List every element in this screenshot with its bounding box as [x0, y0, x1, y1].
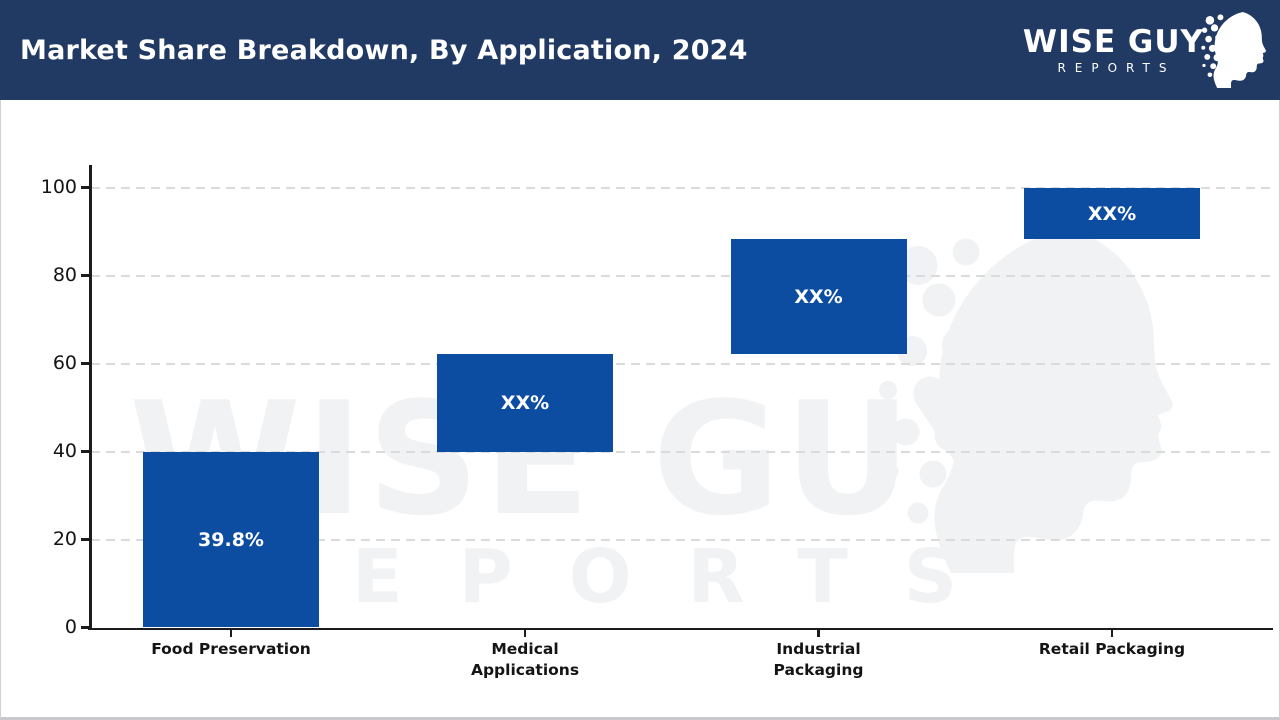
y-axis-line — [89, 165, 92, 629]
y-axis-label: 40 — [52, 439, 77, 462]
bar-value-label: XX% — [794, 285, 843, 308]
gridline-y-20 — [91, 538, 1273, 541]
bar-retail-packaging: XX% — [1024, 188, 1200, 239]
y-axis-tick-40 — [81, 450, 89, 453]
y-axis-label: 80 — [52, 263, 77, 286]
bar-value-label: XX% — [500, 392, 550, 415]
y-axis-label: 0 — [64, 615, 77, 638]
brand-subname: REPORTS — [1057, 60, 1176, 75]
y-axis-tick-60 — [81, 362, 89, 365]
header-bar: Market Share Breakdown, By Application, … — [0, 0, 1280, 100]
bar-industrial-packaging: XX% — [730, 238, 907, 355]
brand-logo-text: WISE GUY REPORTS — [1022, 23, 1204, 75]
bar-value-label: 39.8% — [198, 528, 264, 551]
x-axis-tick-food-preservation — [229, 630, 233, 637]
page-title: Market Share Breakdown, By Application, … — [20, 34, 748, 66]
y-axis-tick-20 — [81, 538, 89, 541]
head-profile-dots-icon — [1201, 12, 1266, 88]
y-axis-tick-80 — [81, 274, 89, 277]
brand-logo: WISE GUY REPORTS — [1023, 11, 1266, 89]
x-axis-label-food-preservation: Food Preservation — [151, 640, 311, 658]
gridline-y-80 — [91, 274, 1273, 277]
bar-value-label: XX% — [1087, 202, 1137, 225]
y-axis-label: 100 — [40, 175, 77, 198]
chart-area: WISE GUY REPORTS 0 20 40 60 80 100 39.8% XX% XX%… — [0, 100, 1280, 720]
y-axis-tick-100 — [81, 186, 89, 189]
y-axis-label: 20 — [52, 527, 77, 550]
x-axis-line — [88, 627, 1273, 630]
x-axis-label-retail-packaging: Retail Packaging — [1038, 640, 1186, 658]
x-axis-tick-medical-applications — [523, 630, 527, 637]
x-axis-tick-retail-packaging — [1110, 630, 1114, 637]
y-axis-label: 60 — [52, 351, 77, 374]
x-axis-label-medical-applications: Medical Applications — [470, 640, 580, 679]
bar-medical-applications: XX% — [437, 354, 613, 453]
gridline-y-40 — [91, 450, 1273, 453]
y-axis-tick-0 — [81, 626, 89, 629]
brand-name: WISE GUY — [1022, 23, 1204, 60]
bar-food-preservation: 39.8% — [143, 452, 319, 628]
watermark-head-profile-dots-icon — [879, 228, 1173, 573]
x-axis-label-industrial-packaging: Industrial Packaging — [773, 640, 864, 679]
x-axis-tick-industrial-packaging — [817, 630, 820, 637]
watermark-subtext: REPORTS — [239, 534, 1014, 620]
gridline-y-100 — [91, 186, 1273, 189]
gridline-y-60 — [91, 362, 1273, 365]
